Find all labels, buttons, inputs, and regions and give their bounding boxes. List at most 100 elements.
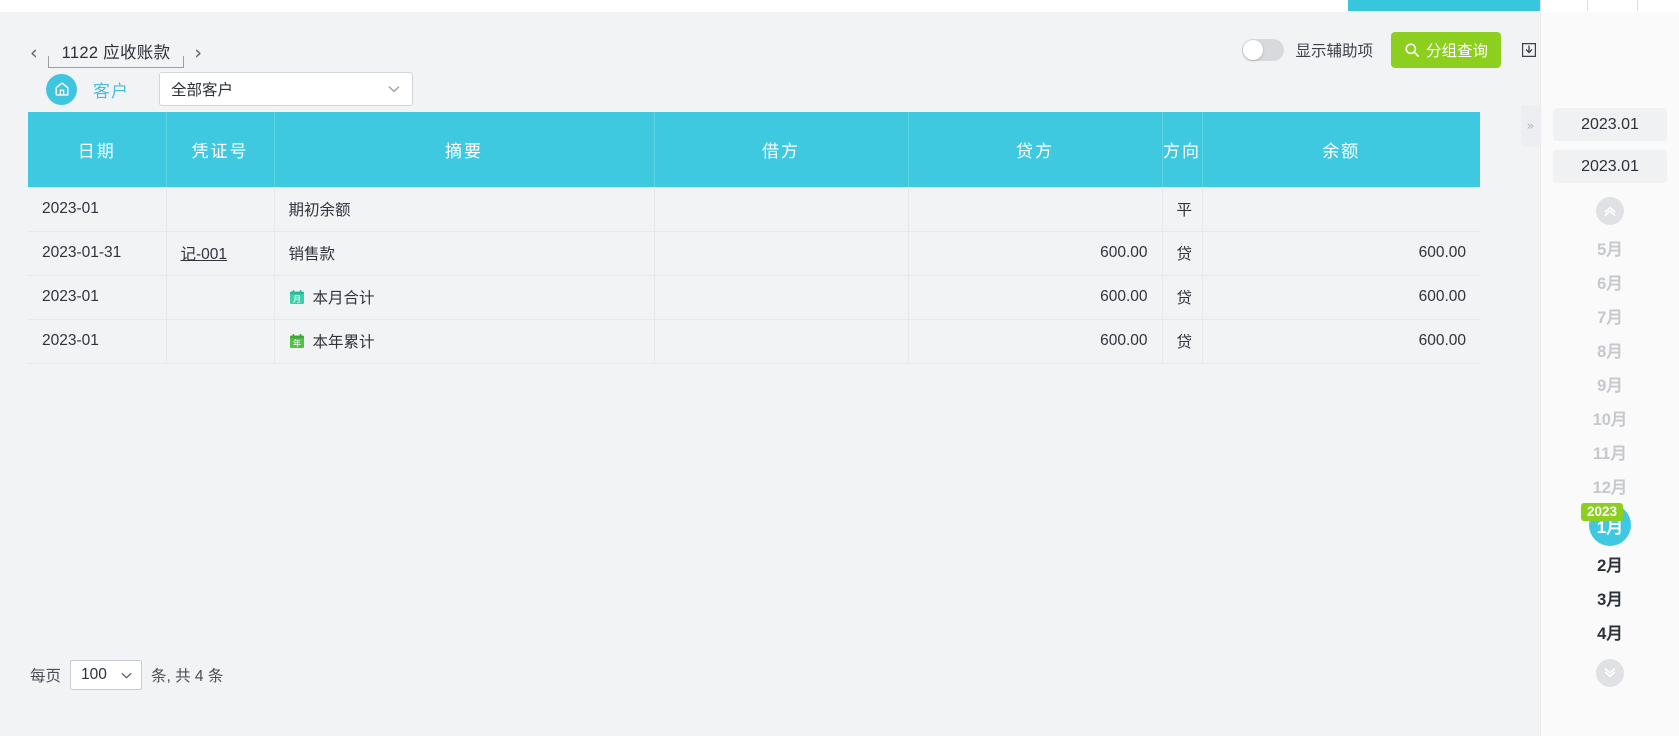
ledger-table: 日期 凭证号 摘要 借方 贷方 方向 余额 2023-01 期初余额 (28, 112, 1480, 364)
period-chip-start[interactable]: 2023.01 (1553, 108, 1667, 141)
cell-debit (654, 187, 909, 232)
table-row[interactable]: 2023-01 月 本月合计 (28, 275, 1480, 320)
chevron-double-down-icon[interactable] (1596, 659, 1624, 687)
month-item-7[interactable]: 7月 (1541, 299, 1679, 333)
month-item-10[interactable]: 10月 (1541, 401, 1679, 435)
period-chip-end[interactable]: 2023.01 (1553, 150, 1667, 183)
table-row[interactable]: 2023-01-31 记-001 销售款 600.00 贷 600.00 (28, 231, 1480, 276)
group-query-label: 分组查询 (1425, 43, 1488, 60)
column-header-direction[interactable]: 方向 (1162, 112, 1203, 187)
month-item-12[interactable]: 12月 (1541, 469, 1679, 503)
abstract-text: 期初余额 (288, 201, 351, 219)
month-item-1[interactable]: 2023 1月 (1541, 503, 1679, 547)
tab-divider (1637, 0, 1638, 11)
cell-date: 2023-01 (28, 275, 167, 320)
cell-voucher (166, 319, 275, 364)
cell-credit: 600.00 (908, 319, 1163, 364)
abstract-text: 本月合计 (312, 290, 375, 307)
customer-select-value: 全部客户 (171, 82, 234, 99)
customer-select[interactable]: 全部客户 (159, 72, 413, 106)
month-item-8[interactable]: 8月 (1541, 333, 1679, 367)
group-query-button[interactable]: 分组查询 (1390, 32, 1501, 68)
cell-abstract: 月 本月合计 (274, 275, 655, 320)
svg-text:年: 年 (293, 338, 301, 348)
category-label: 客户 (93, 81, 129, 101)
svg-text:月: 月 (293, 295, 301, 304)
cell-direction: 贷 (1162, 231, 1203, 276)
cell-debit (654, 275, 909, 320)
active-tab-indicator[interactable] (1348, 0, 1540, 11)
abstract-text: 销售款 (288, 246, 336, 263)
show-aux-items-label: 显示辅助项 (1295, 43, 1373, 60)
chevron-double-right-icon[interactable]: » (1521, 105, 1540, 147)
cell-debit (654, 319, 909, 364)
month-label: 7月 (1597, 309, 1623, 327)
month-label: 2月 (1597, 557, 1623, 575)
show-aux-items-toggle[interactable] (1242, 39, 1285, 61)
column-header-debit[interactable]: 借方 (654, 112, 909, 187)
chevron-down-icon (388, 86, 400, 93)
cell-debit (654, 231, 909, 276)
chevron-left-icon[interactable]: ‹ (30, 41, 38, 64)
toggle-knob (1243, 40, 1264, 60)
month-item-9[interactable]: 9月 (1541, 367, 1679, 401)
month-item-6[interactable]: 6月 (1541, 265, 1679, 299)
cell-credit (908, 187, 1163, 232)
period-sidebar: 2023.01 2023.01 5月 6月 7月 8月 9月 10月 11月 1… (1540, 12, 1679, 736)
column-header-abstract[interactable]: 摘要 (274, 112, 655, 187)
double-up-glyph-icon (1604, 206, 1616, 216)
month-label: 10月 (1592, 411, 1628, 429)
cell-abstract: 年 本年累计 (274, 319, 655, 364)
home-glyph-icon (55, 82, 68, 96)
table-body: 2023-01 期初余额 平 2023-01-31 记-001 (28, 187, 1480, 364)
cell-direction: 平 (1162, 187, 1203, 232)
search-icon (1405, 43, 1419, 57)
month-item-5[interactable]: 5月 (1541, 231, 1679, 265)
cell-direction: 贷 (1162, 275, 1203, 320)
year-badge: 2023 (1580, 503, 1623, 521)
year-total-icon: 年 (289, 334, 304, 348)
month-label: 6月 (1597, 275, 1623, 293)
cell-voucher: 记-001 (166, 231, 275, 276)
total-count-text: 条, 共 4 条 (151, 668, 224, 685)
month-label: 12月 (1592, 479, 1628, 497)
account-title-box[interactable]: 1122 应收账款 (47, 38, 185, 68)
month-item-3[interactable]: 3月 (1541, 581, 1679, 615)
per-page-select[interactable]: 100 (70, 660, 143, 690)
abstract-content: 月 本月合计 (289, 286, 640, 308)
double-down-glyph-icon (1604, 668, 1616, 678)
month-list: 5月 6月 7月 8月 9月 10月 11月 12月 2023 1月 2月 3月… (1541, 231, 1679, 649)
month-item-4[interactable]: 4月 (1541, 615, 1679, 649)
filter-bar: 客户 全部客户 (0, 66, 1679, 112)
cell-voucher (166, 275, 275, 320)
aux-items-toggle-group: 显示辅助项 (1242, 39, 1373, 61)
cell-balance (1202, 187, 1480, 232)
cell-balance: 600.00 (1202, 275, 1480, 320)
per-page-value: 100 (81, 666, 107, 683)
column-header-credit[interactable]: 贷方 (908, 112, 1163, 187)
chevron-double-up-icon[interactable] (1596, 197, 1624, 225)
column-header-date[interactable]: 日期 (28, 112, 167, 187)
month-item-11[interactable]: 11月 (1541, 435, 1679, 469)
page-header: ‹ 1122 应收账款 › 显示辅助项 分组查询 (0, 12, 1679, 68)
chevron-right-icon[interactable]: › (194, 41, 202, 64)
cell-abstract: 销售款 (274, 231, 655, 276)
month-label: 5月 (1597, 241, 1623, 259)
cell-voucher (166, 187, 275, 232)
breadcrumb: ‹ 1122 应收账款 › (30, 38, 202, 68)
abstract-content: 销售款 (289, 242, 640, 264)
table-row[interactable]: 2023-01 期初余额 平 (28, 187, 1480, 232)
column-header-voucher[interactable]: 凭证号 (166, 112, 275, 187)
column-header-balance[interactable]: 余额 (1202, 112, 1480, 187)
cell-direction: 贷 (1162, 319, 1203, 364)
table-row[interactable]: 2023-01 年 本年累计 (28, 319, 1480, 364)
cell-date: 2023-01 (28, 319, 167, 364)
tab-divider (1587, 0, 1588, 11)
month-label: 3月 (1597, 591, 1623, 609)
home-icon[interactable] (46, 73, 77, 105)
month-item-2[interactable]: 2月 (1541, 547, 1679, 581)
table-head: 日期 凭证号 摘要 借方 贷方 方向 余额 (28, 112, 1480, 187)
voucher-link[interactable]: 记-001 (180, 246, 228, 263)
cell-date: 2023-01-31 (28, 231, 167, 276)
